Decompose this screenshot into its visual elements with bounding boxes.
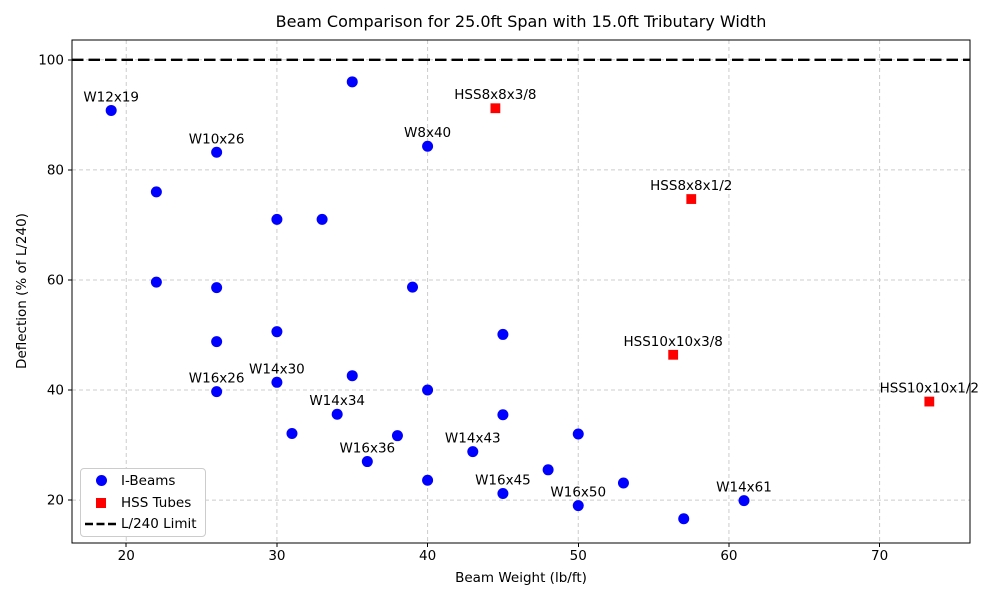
beam-label: W14x34 [309,393,365,409]
beam-label: HSS8x8x1/2 [650,178,732,194]
i-beam-point [467,446,479,458]
i-beam-point [150,186,162,198]
i-beam-point [211,282,223,294]
y-tick-label: 20 [47,493,64,509]
legend-item-limit: L/240 Limit [81,514,205,534]
i-beam-point [271,326,283,338]
beam-label: W14x43 [445,431,501,447]
i-beam-point [572,500,584,512]
i-beam-point [211,146,223,158]
hss-point [668,349,679,360]
i-beam-point [271,213,283,225]
hss-point [490,103,501,114]
i-beam-point [346,76,358,88]
chart-title: Beam Comparison for 25.0ft Span with 15.… [275,12,767,31]
i-beam-point [617,477,629,489]
i-beam-point [497,328,509,340]
legend-label: I-Beams [121,472,176,489]
i-beam-point [738,495,750,507]
i-beam-point [542,464,554,476]
beam-label: W14x61 [716,480,772,496]
y-tick-label: 100 [38,52,64,68]
x-tick-label: 20 [118,548,135,564]
i-beam-point [286,427,298,439]
i-beam-point [422,384,434,396]
i-beam-point [346,370,358,382]
i-beam-point [497,487,509,499]
x-tick-label: 50 [570,548,587,564]
beam-label: W14x30 [249,361,305,377]
y-tick-label: 80 [47,162,64,178]
hss-point [924,396,935,407]
y-axis-title: Deflection (% of L/240) [14,213,30,369]
x-tick-label: 70 [871,548,888,564]
dashed-line-icon [81,522,121,526]
y-tick-label: 60 [47,272,64,288]
beam-label: W12x19 [83,89,139,105]
legend-item-hss-tubes: HSS Tubes [81,493,205,513]
beam-label: W16x26 [189,371,245,387]
i-beam-point [316,213,328,225]
x-tick-label: 30 [268,548,285,564]
i-beam-point [271,376,283,388]
beam-label: HSS10x10x3/8 [623,334,722,350]
i-beam-point [211,336,223,348]
i-beam-point [678,513,690,525]
legend-label: HSS Tubes [121,494,192,511]
i-beam-point [407,281,419,293]
i-beam-point [422,140,434,152]
x-axis-title: Beam Weight (lb/ft) [455,570,587,586]
beam-label: W16x36 [339,441,395,457]
i-beam-point [422,474,434,486]
axes-border [71,39,971,544]
legend-label: L/240 Limit [121,516,197,533]
i-beam-point [150,276,162,288]
i-beam-point [497,409,509,421]
beam-label: HSS10x10x1/2 [880,381,979,397]
i-beam-point [105,104,117,116]
i-beam-point [391,430,403,442]
hss-point [686,194,697,204]
beam-label: HSS8x8x3/8 [454,87,536,103]
legend: I-Beams HSS Tubes L/240 Limit [80,468,206,537]
i-beam-point [361,456,373,468]
x-tick-label: 40 [419,548,436,564]
legend-item-i-beams: I-Beams [81,471,205,491]
beam-label: W8x40 [404,125,451,141]
i-beam-point [331,408,343,420]
x-tick-label: 60 [720,548,737,564]
i-beam-point [211,386,223,398]
i-beam-point [572,428,584,440]
beam-label: W10x26 [189,131,245,147]
hss-marker-icon [81,497,121,508]
y-tick-label: 40 [47,383,64,399]
beam-label: W16x45 [475,472,531,488]
beam-label: W16x50 [550,485,606,501]
i-beam-marker-icon [81,475,121,487]
